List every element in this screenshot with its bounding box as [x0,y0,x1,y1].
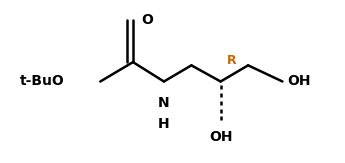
Text: H: H [158,117,170,131]
Text: OH: OH [209,130,232,144]
Text: O: O [141,13,154,27]
Text: t-BuO: t-BuO [20,74,64,89]
Text: R: R [227,54,236,67]
Text: OH: OH [288,74,311,89]
Text: N: N [158,96,170,110]
